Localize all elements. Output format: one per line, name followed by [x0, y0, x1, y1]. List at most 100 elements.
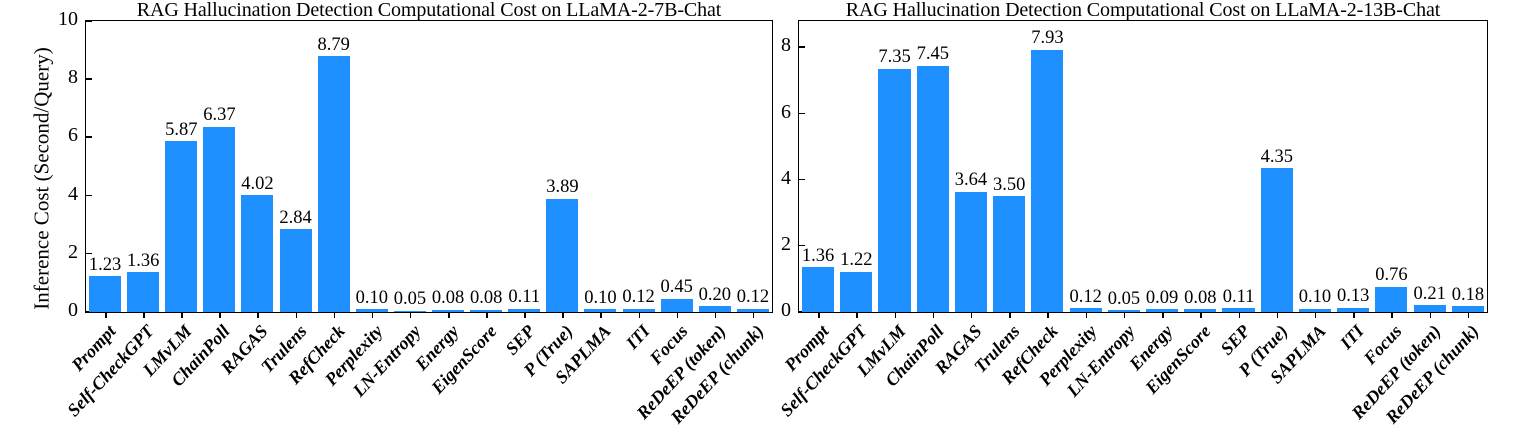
- bar-value-label: 0.08: [469, 288, 503, 309]
- bar-group[interactable]: 0.20 ReDeEP (token): [632, 21, 734, 423]
- bar-group[interactable]: 0.12 Perplexity: [1035, 21, 1105, 390]
- bar[interactable]: [1298, 308, 1332, 312]
- bar[interactable]: [279, 229, 312, 312]
- bar-group[interactable]: 0.10 Perplexity: [321, 21, 391, 390]
- bar-group[interactable]: 1.22 Self-CheckGPT: [777, 21, 875, 420]
- bar-group[interactable]: 1.23 Prompt: [68, 21, 124, 375]
- bar-group[interactable]: 6.37 ChainPoll: [168, 21, 238, 390]
- x-tick-mark: [1276, 312, 1279, 318]
- y-tick-label: 2: [781, 232, 791, 255]
- bar-group[interactable]: 2.84 Trulens: [256, 21, 315, 377]
- x-tick-mark: [257, 312, 259, 318]
- bar-group[interactable]: 0.18 ReDeEP (chunk): [1381, 21, 1487, 428]
- bar-value-label: 7.93: [1031, 28, 1064, 49]
- bar[interactable]: [698, 306, 731, 312]
- bar-group[interactable]: 3.64 RAGAS: [931, 21, 990, 378]
- bar[interactable]: [584, 309, 617, 312]
- bar-value-label: 1.36: [126, 250, 160, 271]
- bar[interactable]: [165, 141, 198, 312]
- bar-group[interactable]: 0.11 SEP: [502, 21, 543, 359]
- bar-value-label: 0.11: [508, 287, 541, 308]
- bar-group[interactable]: 0.76 Focus: [1360, 21, 1410, 368]
- bar-group[interactable]: 7.45 ChainPoll: [881, 21, 952, 390]
- bar-group[interactable]: 0.08 Energy: [411, 21, 467, 374]
- bar[interactable]: [993, 196, 1026, 312]
- bar-group[interactable]: 7.35 LMvLM: [852, 21, 913, 380]
- bar[interactable]: [660, 298, 693, 312]
- bar[interactable]: [393, 310, 426, 312]
- x-tick-mark: [714, 312, 717, 318]
- bar[interactable]: [1222, 308, 1255, 312]
- bar-group[interactable]: 0.08 EigenScore: [1142, 21, 1219, 398]
- bar-group[interactable]: 0.08 EigenScore: [427, 21, 505, 397]
- x-tick-mark: [105, 312, 107, 318]
- bar-group[interactable]: 4.35 P (True): [1234, 21, 1296, 380]
- bar-value-label: 4.02: [241, 173, 274, 194]
- bar[interactable]: [508, 308, 541, 312]
- y-tick-label: 8: [781, 34, 791, 57]
- bar[interactable]: [1146, 309, 1179, 312]
- bar-group[interactable]: 8.79 RefCheck: [284, 21, 353, 388]
- bar-value-label: 0.09: [1145, 287, 1179, 308]
- bar[interactable]: [840, 271, 873, 312]
- x-tick-mark: [970, 312, 973, 318]
- x-tick-mark: [409, 312, 412, 318]
- x-tick-mark: [448, 312, 450, 318]
- bar-group[interactable]: 0.11 SEP: [1216, 21, 1257, 359]
- bar[interactable]: [1184, 309, 1217, 312]
- y-tick-mark: [86, 194, 92, 197]
- bar[interactable]: [203, 126, 236, 312]
- y-tick-label: 2: [68, 240, 78, 263]
- bar[interactable]: [1337, 307, 1370, 312]
- bar[interactable]: [622, 308, 655, 312]
- bar[interactable]: [1451, 306, 1484, 312]
- bar[interactable]: [802, 267, 835, 312]
- bar-group[interactable]: 0.09 Energy: [1125, 21, 1181, 375]
- x-tick-mark: [1085, 312, 1088, 318]
- bar[interactable]: [1107, 310, 1140, 312]
- bar-group[interactable]: 1.36 Prompt: [781, 21, 837, 375]
- bar[interactable]: [954, 191, 988, 312]
- y-tick-mark: [799, 46, 805, 49]
- chart-title-left: RAG Hallucination Detection Computationa…: [136, 0, 722, 21]
- bar[interactable]: [127, 272, 160, 312]
- bar-group[interactable]: 0.05 LN-Entropy: [349, 21, 429, 400]
- bar[interactable]: [470, 309, 503, 312]
- bar-group[interactable]: 0.05 LN-Entropy: [1062, 21, 1143, 401]
- bar-group[interactable]: 4.02 RAGAS: [217, 21, 276, 378]
- bar[interactable]: [916, 65, 949, 312]
- bar-value-label: 0.20: [698, 284, 731, 305]
- bar-group[interactable]: 0.21 ReDeEP (token): [1347, 21, 1449, 423]
- bar[interactable]: [1375, 286, 1408, 312]
- bar-group[interactable]: 0.10 SAPLMA: [1266, 21, 1334, 387]
- bar-group[interactable]: 0.45 Focus: [645, 21, 696, 368]
- plot-area-left: 0 2 4 6 8 10 1.23 Prompt 1.36 Self-CheckGPT 5.87 L…: [58, 8, 773, 427]
- bar-value-label: 0.12: [622, 287, 655, 308]
- bar[interactable]: [1413, 305, 1446, 312]
- bar[interactable]: [736, 308, 769, 312]
- bar-group[interactable]: 0.13 ITI: [1334, 21, 1372, 353]
- bar-group[interactable]: 3.89 P (True): [520, 21, 581, 380]
- bar-group[interactable]: 7.93 RefCheck: [998, 21, 1066, 388]
- bar[interactable]: [317, 56, 350, 312]
- bar[interactable]: [241, 195, 274, 312]
- bar[interactable]: [1260, 168, 1293, 312]
- bar-value-label: 5.87: [165, 119, 198, 140]
- y-axis-label-left: Inference Cost (Second/Query): [29, 47, 54, 310]
- bar[interactable]: [1069, 308, 1102, 312]
- y-tick-label: 8: [68, 66, 78, 89]
- bar-group[interactable]: 5.87 LMvLM: [139, 21, 200, 380]
- chart-panel-right: RAG Hallucination Detection Computationa…: [763, 0, 1523, 440]
- bar[interactable]: [1031, 49, 1064, 312]
- bar[interactable]: [89, 276, 122, 312]
- bar[interactable]: [878, 68, 911, 312]
- bar-group[interactable]: 0.10 SAPLMA: [551, 21, 619, 388]
- bar-group[interactable]: 3.50 Trulens: [970, 21, 1028, 377]
- bar-group[interactable]: 1.36 Self-CheckGPT: [63, 21, 162, 420]
- bar[interactable]: [432, 309, 465, 312]
- bar[interactable]: [355, 309, 388, 312]
- bar[interactable]: [546, 198, 579, 312]
- bar-group[interactable]: 0.12 ReDeEP (chunk): [666, 21, 772, 427]
- bar-group[interactable]: 0.12 ITI: [620, 21, 658, 353]
- chart-panel-left: RAG Hallucination Detection Computationa…: [29, 0, 773, 427]
